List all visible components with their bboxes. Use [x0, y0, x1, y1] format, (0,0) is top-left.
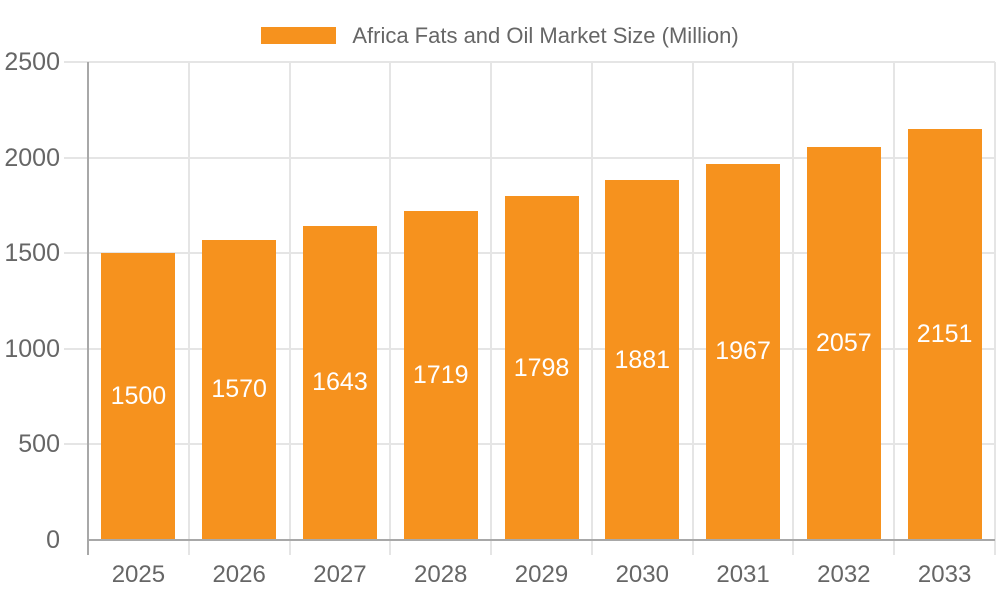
- x-axis-tick-label-2028: 2028: [414, 561, 468, 588]
- bar-value-label: 2151: [916, 319, 973, 348]
- y-axis-tick-label: 1000: [4, 334, 60, 363]
- x-axis-tick-label-2031: 2031: [716, 561, 770, 588]
- bar-2029[interactable]: 1798: [504, 196, 579, 540]
- gridline-vertical: [994, 62, 996, 555]
- bar-2026[interactable]: 1570: [202, 239, 277, 540]
- gridline-vertical: [691, 62, 694, 555]
- gridline-horizontal: [64, 156, 995, 159]
- x-axis-tick-label-2033: 2033: [917, 561, 972, 588]
- bar-2032[interactable]: 2057: [806, 146, 881, 540]
- x-axis-tick-label-2026: 2026: [212, 561, 266, 588]
- bar-2027[interactable]: 1643: [302, 225, 377, 540]
- bar-value-label: 1500: [110, 382, 167, 411]
- bar-2031[interactable]: 1967: [706, 163, 781, 540]
- bar-value-label: 1643: [312, 368, 368, 397]
- bar-2025[interactable]: 1500: [101, 253, 176, 540]
- y-axis-tick-label: 2500: [4, 48, 60, 76]
- bar-value-label: 1967: [715, 337, 771, 366]
- bar-value-label: 1570: [211, 375, 267, 404]
- gridline-horizontal: [64, 61, 995, 63]
- legend-item[interactable]: Africa Fats and Oil Market Size (Million…: [261, 22, 739, 49]
- gridline-vertical: [288, 62, 291, 555]
- y-axis-tick-label: 1500: [4, 239, 60, 268]
- x-axis-tick-label-2030: 2030: [615, 561, 669, 588]
- x-axis-line: [88, 539, 995, 541]
- x-axis-tick-label-2029: 2029: [514, 561, 569, 588]
- gridline-vertical: [893, 62, 896, 555]
- x-axis-tick-label-2032: 2032: [817, 561, 871, 588]
- x-axis-tick-label-2027: 2027: [313, 561, 367, 588]
- bar-value-label: 2057: [816, 328, 872, 357]
- chart-legend: Africa Fats and Oil Market Size (Million…: [0, 21, 1000, 50]
- bar-value-label: 1719: [412, 361, 469, 390]
- y-axis-tick-label: 500: [18, 430, 60, 459]
- bar-2033[interactable]: 2151: [907, 128, 982, 540]
- gridline-vertical: [590, 62, 593, 555]
- gridline-vertical: [389, 62, 392, 555]
- bar-2028[interactable]: 1719: [403, 211, 478, 540]
- y-axis-tick-label: 2000: [4, 143, 60, 172]
- bar-value-label: 1881: [614, 345, 671, 374]
- y-axis-line: [87, 62, 89, 555]
- gridline-vertical: [490, 62, 493, 555]
- legend-label: Africa Fats and Oil Market Size (Million…: [352, 22, 739, 48]
- gridline-vertical: [792, 62, 795, 555]
- bar-value-label: 1798: [513, 353, 570, 382]
- gridline-vertical: [187, 62, 190, 555]
- bar-2030[interactable]: 1881: [605, 180, 680, 540]
- y-axis-tick-label: 0: [46, 526, 60, 554]
- plot-area: 0 500 1000 1500 2000 2500 1500 1570 1643 1719 1798…: [4, 48, 996, 588]
- legend-swatch: [261, 27, 337, 44]
- x-axis-tick-label-2025: 2025: [111, 561, 166, 588]
